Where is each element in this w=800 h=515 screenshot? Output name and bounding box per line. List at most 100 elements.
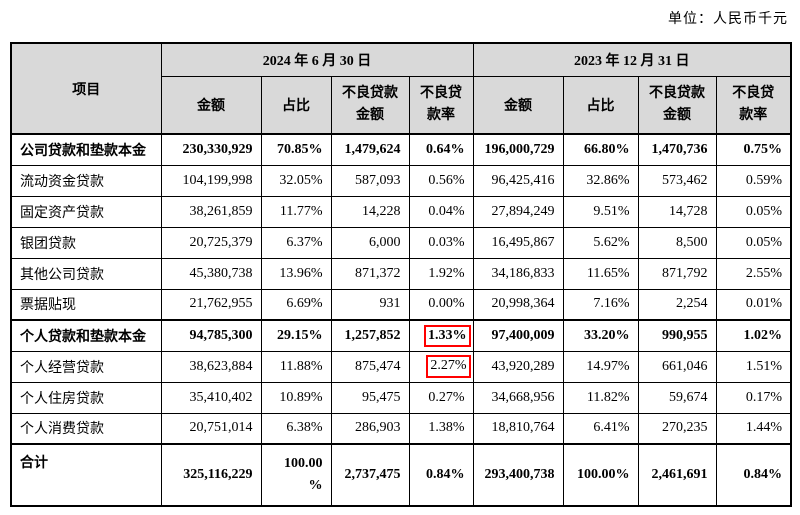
unit-label: 单位：人民币千元 <box>668 12 788 27</box>
cell-npl-rate-2023: 0.05% <box>715 226 792 259</box>
cell-amount-2024: 45,380,738 <box>160 257 262 290</box>
cell-npl-rate-2024: 1.92% <box>408 257 474 290</box>
cell-ratio-2024: 11.77% <box>260 195 332 228</box>
table-row-personal-consumer-loans: 个人消费贷款 20,751,014 6.38% 286,903 1.38% 18… <box>10 412 792 445</box>
cell-ratio-2024: 29.15% <box>260 319 332 352</box>
table-row-fixed-asset-loans: 固定资产贷款 38,261,859 11.77% 14,228 0.04% 27… <box>10 195 792 228</box>
cell-npl-amount-2023: 990,955 <box>637 319 717 352</box>
cell-npl-amount-2024: 875,474 <box>330 350 410 383</box>
cell-npl-amount-2024: 95,475 <box>330 381 410 414</box>
cell-ratio-2023: 14.97% <box>562 350 639 383</box>
cell-ratio-2023: 32.86% <box>562 164 639 197</box>
cell-npl-rate-2023: 0.17% <box>715 381 792 414</box>
cell-npl-rate-2024: 0.04% <box>408 195 474 228</box>
cell-amount-2023: 34,186,833 <box>472 257 564 290</box>
cell-npl-amount-2023: 2,461,691 <box>637 443 717 507</box>
cell-npl-amount-2023: 2,254 <box>637 288 717 321</box>
cell-ratio-2023: 100.00% <box>562 443 639 507</box>
npl-amount-header-2023: 不良贷款 金额 <box>637 75 717 135</box>
cell-npl-amount-2024: 2,737,475 <box>330 443 410 507</box>
cell-ratio-2024: 11.88% <box>260 350 332 383</box>
cell-npl-rate-2024: 0.03% <box>408 226 474 259</box>
period-header-2023: 2023 年 12 月 31 日 <box>472 42 792 77</box>
row-label: 个人经营贷款 <box>10 350 162 383</box>
cell-ratio-2023: 11.65% <box>562 257 639 290</box>
table-row-working-capital-loans: 流动资金贷款 104,199,998 32.05% 587,093 0.56% … <box>10 164 792 197</box>
table-row-other-corporate-loans: 其他公司贷款 45,380,738 13.96% 871,372 1.92% 3… <box>10 257 792 290</box>
cell-npl-rate-2023: 0.59% <box>715 164 792 197</box>
cell-amount-2023: 96,425,416 <box>472 164 564 197</box>
cell-amount-2023: 97,400,009 <box>472 319 564 352</box>
cell-ratio-2023: 9.51% <box>562 195 639 228</box>
cell-npl-amount-2024: 871,372 <box>330 257 410 290</box>
period-header-2024: 2024 年 6 月 30 日 <box>160 42 474 77</box>
row-label: 个人贷款和垫款本金 <box>10 319 162 352</box>
cell-amount-2023: 34,668,956 <box>472 381 564 414</box>
cell-amount-2024: 20,725,379 <box>160 226 262 259</box>
cell-npl-rate-2024: 1.38% <box>408 412 474 445</box>
cell-npl-amount-2024: 286,903 <box>330 412 410 445</box>
cell-npl-amount-2023: 8,500 <box>637 226 717 259</box>
cell-ratio-2024: 100.00 % <box>260 443 332 507</box>
cell-amount-2023: 27,894,249 <box>472 195 564 228</box>
cell-amount-2024: 35,410,402 <box>160 381 262 414</box>
cell-npl-amount-2023: 1,470,736 <box>637 133 717 166</box>
cell-npl-rate-2024: 0.00% <box>408 288 474 321</box>
cell-npl-rate-2023: 0.84% <box>715 443 792 507</box>
cell-npl-amount-2024: 931 <box>330 288 410 321</box>
row-label: 固定资产贷款 <box>10 195 162 228</box>
table-row-personal-business-loans: 个人经营贷款 38,623,884 11.88% 875,474 2.27% 4… <box>10 350 792 383</box>
cell-amount-2024: 38,623,884 <box>160 350 262 383</box>
cell-ratio-2023: 6.41% <box>562 412 639 445</box>
cell-npl-amount-2023: 270,235 <box>637 412 717 445</box>
cell-ratio-2024: 32.05% <box>260 164 332 197</box>
cell-npl-rate-2024: 0.84% <box>408 443 474 507</box>
table-row-syndicated-loans: 银团贷款 20,725,379 6.37% 6,000 0.03% 16,495… <box>10 226 792 259</box>
cell-amount-2024: 104,199,998 <box>160 164 262 197</box>
highlight-box: 1.33% <box>424 324 471 347</box>
cell-npl-rate-2023: 1.02% <box>715 319 792 352</box>
cell-npl-amount-2023: 661,046 <box>637 350 717 383</box>
npl-rate-header-2023: 不良贷 款率 <box>715 75 792 135</box>
cell-ratio-2024: 13.96% <box>260 257 332 290</box>
row-label: 个人消费贷款 <box>10 412 162 445</box>
cell-npl-rate-2023: 1.51% <box>715 350 792 383</box>
table-row-personal-loans: 个人贷款和垫款本金 94,785,300 29.15% 1,257,852 1.… <box>10 319 792 352</box>
ratio-header-2024: 占比 <box>260 75 332 135</box>
cell-npl-amount-2024: 587,093 <box>330 164 410 197</box>
cell-npl-rate-2023: 0.01% <box>715 288 792 321</box>
cell-npl-amount-2023: 871,792 <box>637 257 717 290</box>
cell-ratio-2023: 66.80% <box>562 133 639 166</box>
row-label: 银团贷款 <box>10 226 162 259</box>
cell-amount-2024: 21,762,955 <box>160 288 262 321</box>
table-row-bill-discounting: 票据贴现 21,762,955 6.69% 931 0.00% 20,998,3… <box>10 288 792 321</box>
sub-header-row: 金额 占比 不良贷款 金额 不良贷 款率 金额 占比 不良贷款 金额 不良贷 款… <box>11 75 792 135</box>
cell-npl-rate-2024: 0.56% <box>408 164 474 197</box>
cell-npl-rate-2024: 0.64% <box>408 133 474 166</box>
cell-ratio-2024: 6.69% <box>260 288 332 321</box>
cell-ratio-2023: 33.20% <box>562 319 639 352</box>
period-header-row: 项目 2024 年 6 月 30 日 2023 年 12 月 31 日 <box>10 42 792 135</box>
cell-npl-rate-2023: 0.05% <box>715 195 792 228</box>
cell-amount-2024: 20,751,014 <box>160 412 262 445</box>
cell-ratio-2024: 6.38% <box>260 412 332 445</box>
row-label: 其他公司贷款 <box>10 257 162 290</box>
cell-ratio-2023: 5.62% <box>562 226 639 259</box>
ratio-header-2023: 占比 <box>562 75 639 135</box>
npl-amount-header-2024: 不良贷款 金额 <box>330 75 410 135</box>
cell-npl-amount-2023: 14,728 <box>637 195 717 228</box>
cell-npl-amount-2024: 6,000 <box>330 226 410 259</box>
cell-npl-amount-2023: 59,674 <box>637 381 717 414</box>
cell-amount-2023: 43,920,289 <box>472 350 564 383</box>
col-header-item: 项目 <box>10 42 162 135</box>
row-label: 合计 <box>10 443 162 507</box>
cell-npl-rate-2024: 1.33% <box>408 319 474 352</box>
amount-header-2024: 金额 <box>160 75 262 135</box>
row-label: 公司贷款和垫款本金 <box>10 133 162 166</box>
table-row-total: 合计 325,116,229 100.00 % 2,737,475 0.84% … <box>10 443 792 507</box>
cell-npl-amount-2023: 573,462 <box>637 164 717 197</box>
cell-npl-rate-2024: 2.27% <box>408 350 474 383</box>
cell-ratio-2024: 6.37% <box>260 226 332 259</box>
cell-npl-rate-2023: 2.55% <box>715 257 792 290</box>
